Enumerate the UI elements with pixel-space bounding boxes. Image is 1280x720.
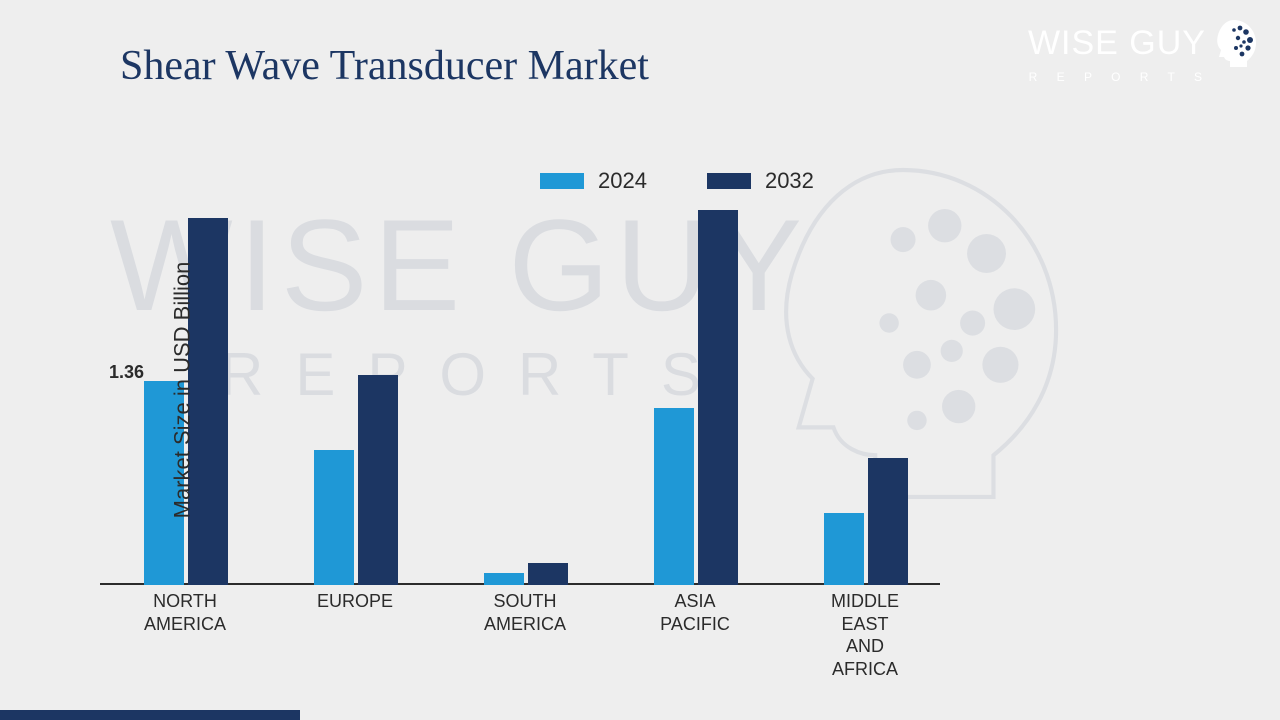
legend-label: 2032 <box>765 168 814 194</box>
brand-name: WISE GUY <box>1028 26 1206 60</box>
x-axis-label: MIDDLEEASTANDAFRICA <box>790 590 940 680</box>
brain-head-icon <box>1212 18 1258 68</box>
chart-plot: 1.36 <box>100 195 940 585</box>
legend-swatch <box>540 173 584 189</box>
legend: 2024 2032 <box>540 168 814 194</box>
bar <box>528 563 568 586</box>
footer-accent-bar <box>0 710 300 720</box>
legend-item: 2032 <box>707 168 814 194</box>
bar <box>358 375 398 585</box>
x-axis-label: NORTHAMERICA <box>110 590 260 635</box>
x-axis-label: EUROPE <box>280 590 430 613</box>
bar <box>314 450 354 585</box>
bar <box>824 513 864 585</box>
bar-value-label: 1.36 <box>94 362 144 383</box>
legend-swatch <box>707 173 751 189</box>
bar <box>868 458 908 586</box>
legend-label: 2024 <box>598 168 647 194</box>
bar <box>654 408 694 585</box>
bar <box>698 210 738 585</box>
chart-canvas: WISE GUY R E P O R T S WISE GUY REPORTS <box>0 0 1280 720</box>
x-axis-label: SOUTHAMERICA <box>450 590 600 635</box>
x-axis-label: ASIAPACIFIC <box>620 590 770 635</box>
brand-logo: WISE GUY R E P O R T S <box>978 18 1258 84</box>
y-axis-label: Market Size in USD Billion <box>169 262 195 519</box>
brand-subtitle: R E P O R T S <box>978 70 1210 84</box>
legend-item: 2024 <box>540 168 647 194</box>
chart-title: Shear Wave Transducer Market <box>120 42 649 90</box>
bar <box>484 573 524 585</box>
